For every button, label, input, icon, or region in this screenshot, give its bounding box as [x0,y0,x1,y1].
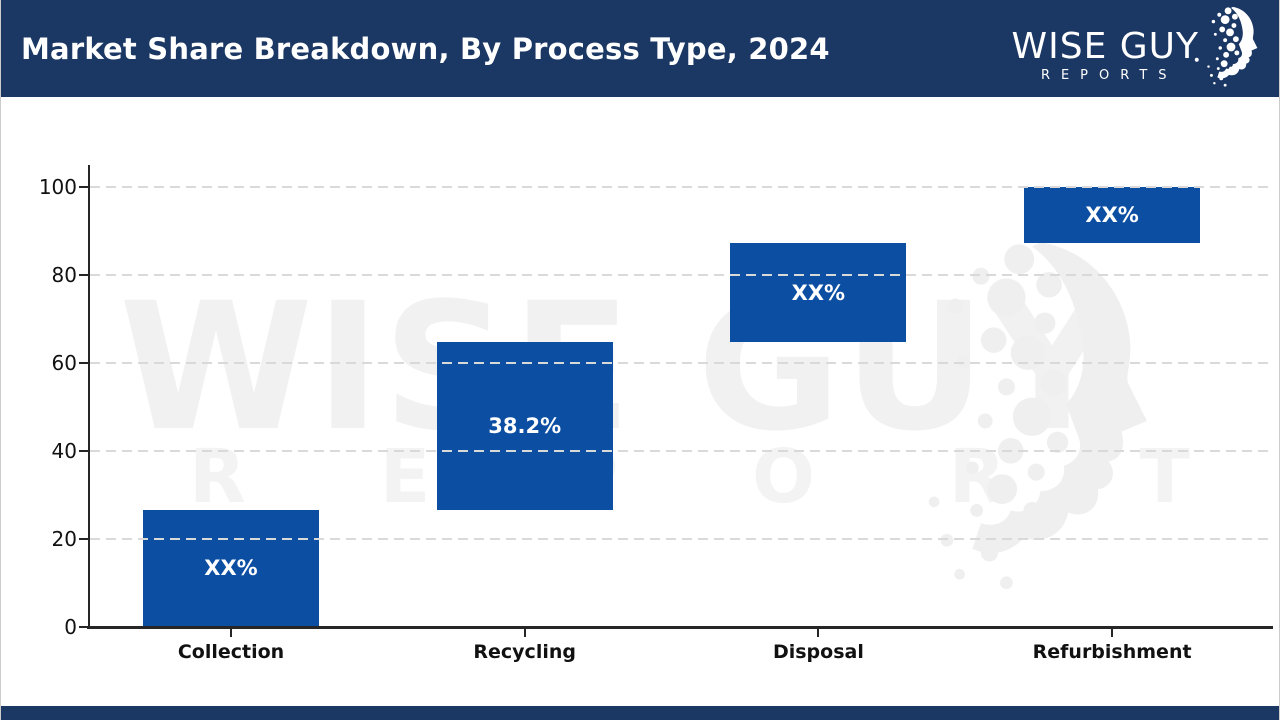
wise-guy-reports-logo: WISE GUY REPORTS [1012,4,1270,92]
y-tick-mark [79,361,88,364]
bar-recycling: 38.2% [436,342,613,511]
bar-disposal: XX% [730,243,907,343]
dotted-head-icon [1194,6,1258,87]
x-category-label: Disposal [772,641,864,663]
y-tick-label: 0 [64,614,77,639]
x-tick-mark [230,629,232,637]
x-category-label: Collection [177,641,285,663]
x-tick-mark [1111,629,1114,637]
bar-value-label: XX% [791,280,846,305]
chart-title: Market Share Breakdown, By Process Type,… [21,31,830,66]
gridline [90,537,1272,540]
watermark-dotted-head [928,242,1147,590]
gridline [90,361,1272,364]
logo-wise-guy-text: WISE GUY [1011,25,1199,67]
x-tick-mark [523,629,526,637]
x-category-label: Refurbishment [1032,641,1192,663]
gridline [90,273,1272,276]
y-tick-label: 60 [51,350,77,375]
y-tick-label: 40 [51,438,77,463]
y-tick-label: 100 [38,174,77,199]
gridline [90,185,1272,188]
bar-refurbishment: XX% [1024,186,1201,244]
header-band: Market Share Breakdown, By Process Type,… [1,0,1279,97]
y-tick-mark [79,537,88,540]
y-tick-mark [79,185,88,188]
bar-collection: XX% [143,510,319,627]
y-tick-mark [79,449,88,452]
y-axis-line [88,165,90,628]
x-tick-mark [817,629,820,637]
bar-value-label: XX% [204,556,258,581]
x-category-label: Recycling [473,641,576,663]
x-axis-line [87,626,1273,629]
bar-value-label: 38.2% [488,414,562,439]
logo-text: WISE GUY REPORTS [1011,25,1200,83]
footer-band [1,706,1279,720]
y-tick-label: 20 [51,526,77,551]
logo-reports-text: REPORTS [1040,67,1178,83]
gridline [90,449,1272,452]
y-tick-mark [79,273,88,276]
y-tick-label: 80 [51,262,77,287]
y-tick-mark [79,625,88,628]
bar-value-label: XX% [1085,202,1139,227]
